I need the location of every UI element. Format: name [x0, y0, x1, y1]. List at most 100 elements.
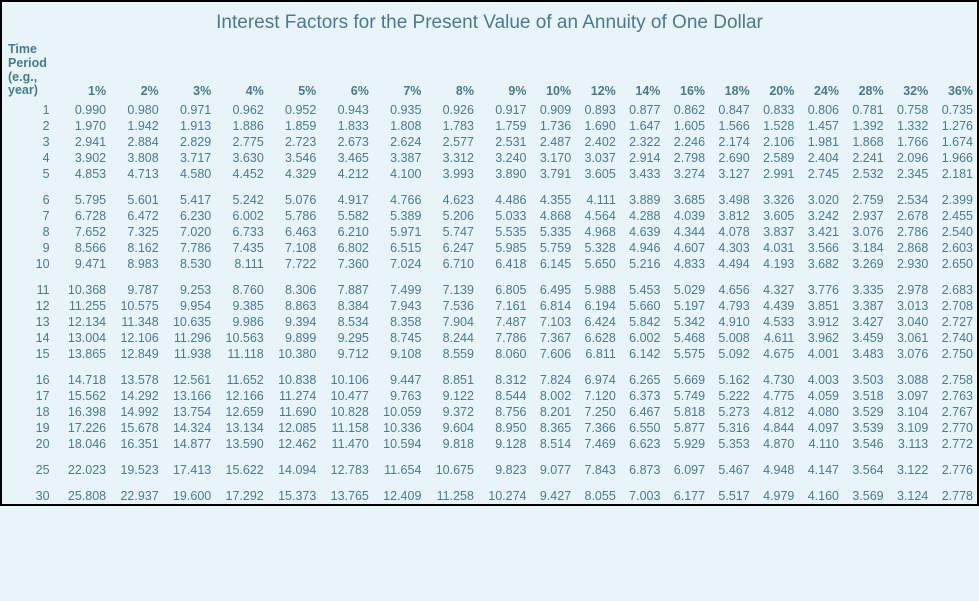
value-cell: 2.829 [163, 134, 216, 150]
value-cell: 13.578 [110, 372, 163, 388]
value-cell: 3.076 [888, 346, 933, 362]
value-cell: 10.477 [320, 388, 373, 404]
value-cell: 5.417 [163, 192, 216, 208]
value-cell: 22.937 [110, 488, 163, 504]
value-cell: 11.470 [320, 436, 373, 452]
value-cell: 4.059 [798, 388, 843, 404]
period-cell: 1 [2, 102, 58, 118]
period-cell: 7 [2, 208, 58, 224]
value-cell: 4.946 [620, 240, 665, 256]
value-cell: 4.775 [754, 388, 799, 404]
value-cell: 7.499 [373, 282, 426, 298]
value-cell: 12.409 [373, 488, 426, 504]
table-row: 3025.80822.93719.60017.29215.37313.76512… [2, 488, 977, 504]
value-cell: 0.990 [58, 102, 111, 118]
value-cell: 15.562 [58, 388, 111, 404]
value-cell: 1.647 [620, 118, 665, 134]
value-cell: 5.467 [709, 462, 754, 478]
value-cell: 3.088 [888, 372, 933, 388]
value-cell: 2.181 [932, 166, 977, 182]
value-cell: 2.930 [888, 256, 933, 272]
value-cell: 6.265 [620, 372, 665, 388]
value-cell: 7.824 [531, 372, 576, 388]
value-cell: 7.024 [373, 256, 426, 272]
period-cell: 8 [2, 224, 58, 240]
rate-header: 7% [373, 42, 426, 102]
value-cell: 3.776 [798, 282, 843, 298]
table-row: 2522.02319.52317.41315.62214.09412.78311… [2, 462, 977, 478]
value-cell: 2.241 [843, 150, 888, 166]
value-cell: 3.808 [110, 150, 163, 166]
value-cell: 7.487 [478, 314, 531, 330]
value-cell: 19.600 [163, 488, 216, 504]
value-cell: 6.495 [531, 282, 576, 298]
value-cell: 1.966 [932, 150, 977, 166]
value-cell: 3.993 [425, 166, 478, 182]
value-cell: 6.728 [58, 208, 111, 224]
page-title: Interest Factors for the Present Value o… [2, 2, 977, 42]
value-cell: 7.652 [58, 224, 111, 240]
value-cell: 1.605 [664, 118, 709, 134]
value-cell: 10.059 [373, 404, 426, 420]
value-cell: 9.295 [320, 330, 373, 346]
value-cell: 8.745 [373, 330, 426, 346]
value-cell: 3.465 [320, 150, 373, 166]
value-cell: 4.910 [709, 314, 754, 330]
value-cell: 0.833 [754, 102, 799, 118]
value-cell: 5.197 [664, 298, 709, 314]
value-cell: 6.247 [425, 240, 478, 256]
value-cell: 4.097 [798, 420, 843, 436]
value-cell: 13.134 [215, 420, 268, 436]
value-cell: 3.605 [754, 208, 799, 224]
value-cell: 22.023 [58, 462, 111, 478]
value-cell: 6.467 [620, 404, 665, 420]
value-cell: 4.793 [709, 298, 754, 314]
value-cell: 8.244 [425, 330, 478, 346]
value-cell: 8.756 [478, 404, 531, 420]
value-cell: 5.929 [664, 436, 709, 452]
value-cell: 4.303 [709, 240, 754, 256]
value-cell: 11.654 [373, 462, 426, 478]
value-cell: 1.981 [798, 134, 843, 150]
value-cell: 11.938 [163, 346, 216, 362]
value-cell: 3.387 [373, 150, 426, 166]
value-cell: 2.798 [664, 150, 709, 166]
value-cell: 6.974 [575, 372, 620, 388]
value-cell: 2.534 [888, 192, 933, 208]
value-cell: 0.926 [425, 102, 478, 118]
value-cell: 9.712 [320, 346, 373, 362]
value-cell: 2.678 [888, 208, 933, 224]
value-cell: 2.246 [664, 134, 709, 150]
value-cell: 6.733 [215, 224, 268, 240]
value-cell: 2.745 [798, 166, 843, 182]
value-cell: 7.887 [320, 282, 373, 298]
value-cell: 12.462 [268, 436, 321, 452]
rate-header: 28% [843, 42, 888, 102]
value-cell: 3.539 [843, 420, 888, 436]
value-cell: 5.660 [620, 298, 665, 314]
value-cell: 1.674 [932, 134, 977, 150]
value-cell: 1.886 [215, 118, 268, 134]
value-cell: 8.760 [215, 282, 268, 298]
value-cell: 9.763 [373, 388, 426, 404]
value-cell: 5.033 [478, 208, 531, 224]
value-cell: 7.366 [575, 420, 620, 436]
value-cell: 6.811 [575, 346, 620, 362]
value-cell: 7.904 [425, 314, 478, 330]
value-cell: 4.288 [620, 208, 665, 224]
value-cell: 13.590 [215, 436, 268, 452]
value-cell: 1.833 [320, 118, 373, 134]
value-cell: 4.713 [110, 166, 163, 182]
value-cell: 2.914 [620, 150, 665, 166]
value-cell: 9.427 [531, 488, 576, 504]
value-cell: 9.986 [215, 314, 268, 330]
value-cell: 8.514 [531, 436, 576, 452]
value-cell: 5.795 [58, 192, 111, 208]
value-cell: 2.767 [932, 404, 977, 420]
value-cell: 3.837 [754, 224, 799, 240]
value-cell: 3.037 [575, 150, 620, 166]
value-cell: 2.868 [888, 240, 933, 256]
value-cell: 12.783 [320, 462, 373, 478]
value-cell: 3.013 [888, 298, 933, 314]
value-cell: 2.708 [932, 298, 977, 314]
